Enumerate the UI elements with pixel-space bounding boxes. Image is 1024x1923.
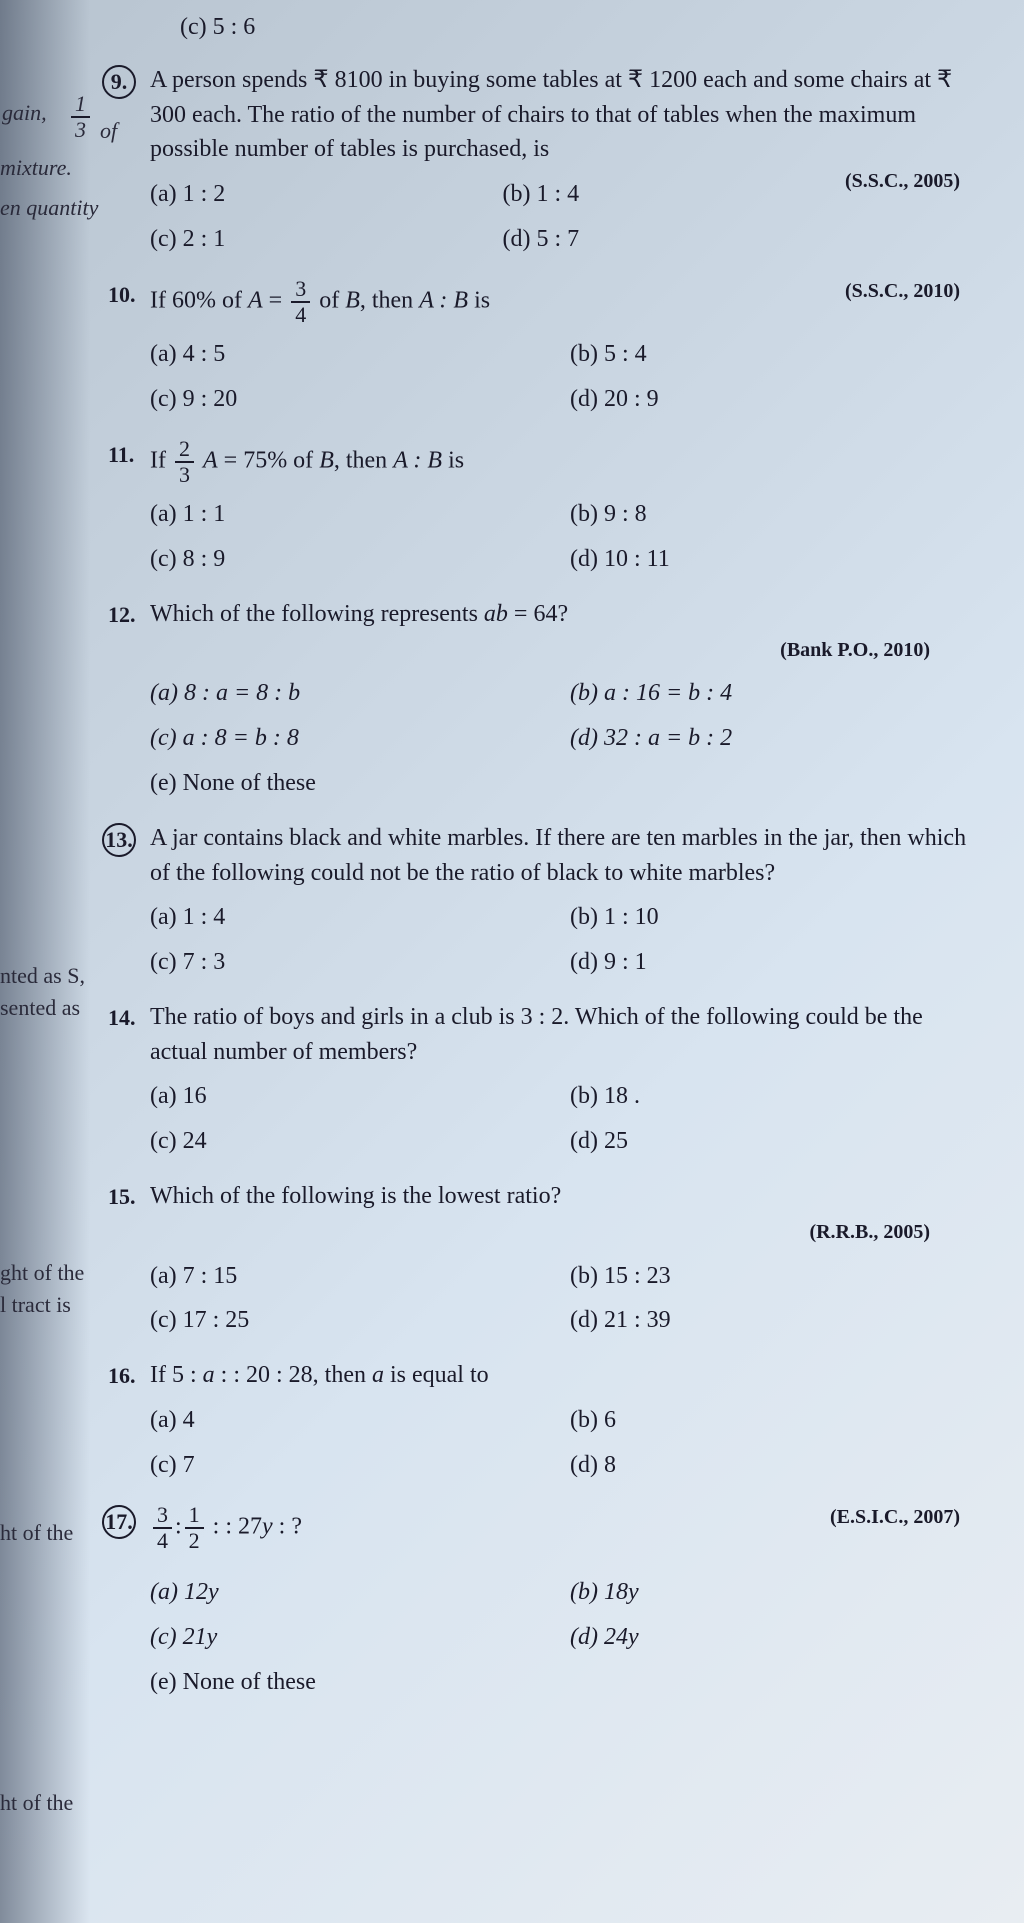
q12-options: (a) 8 : a = 8 : b (b) a : 16 = b : 4 (c)…	[150, 674, 980, 802]
question-13: 13. A jar contains black and white marbl…	[150, 821, 980, 982]
q14-text: The ratio of boys and girls in a club is…	[150, 1000, 980, 1070]
q17-text: 34:12 : : 27y : ? (E.S.I.C., 2007)	[150, 1503, 980, 1553]
q14-b: (b) 18 .	[570, 1077, 980, 1116]
qnum-9: 9.	[102, 65, 136, 99]
q11-a: (a) 1 : 1	[150, 495, 560, 534]
q15-a: (a) 7 : 15	[150, 1257, 560, 1296]
q17-d: (d) 24y	[570, 1618, 980, 1657]
margin-frac: 13	[68, 92, 93, 142]
q17-e: (e) None of these	[150, 1663, 980, 1702]
q13-options: (a) 1 : 4 (b) 1 : 10 (c) 7 : 3 (d) 9 : 1	[150, 898, 980, 982]
question-10: 10. If 60% of A = 34 of B, then A : B is…	[150, 277, 980, 419]
q17-source: (E.S.I.C., 2007)	[830, 1503, 960, 1532]
q13-b: (b) 1 : 10	[570, 898, 980, 937]
margin-nted: nted as S,	[0, 963, 85, 989]
q14-c: (c) 24	[150, 1122, 560, 1161]
q9-c: (c) 2 : 1	[150, 220, 492, 259]
margin-of: of	[100, 118, 117, 144]
qnum-16: 16.	[108, 1360, 136, 1392]
q16-c: (c) 7	[150, 1446, 560, 1485]
margin-quantity: en quantity	[0, 195, 98, 221]
q10-source: (S.S.C., 2010)	[845, 277, 960, 306]
question-12: 12. Which of the following represents ab…	[150, 597, 980, 803]
q10-b: (b) 5 : 4	[570, 335, 980, 374]
qnum-11: 11.	[108, 439, 134, 471]
q17-options: (a) 12y (b) 18y (c) 21y (d) 24y (e) None…	[150, 1573, 980, 1701]
q9-a: (a) 1 : 2	[150, 175, 492, 214]
qnum-10: 10.	[108, 279, 136, 311]
q13-c: (c) 7 : 3	[150, 943, 560, 982]
q11-options: (a) 1 : 1 (b) 9 : 8 (c) 8 : 9 (d) 10 : 1…	[150, 495, 980, 579]
q16-b: (b) 6	[570, 1401, 980, 1440]
qnum-15: 15.	[108, 1181, 136, 1213]
q11-d: (d) 10 : 11	[570, 540, 980, 579]
question-16: 16. If 5 : a : : 20 : 28, then a is equa…	[150, 1358, 980, 1484]
q12-d: (d) 32 : a = b : 2	[570, 719, 980, 758]
q11-b: (b) 9 : 8	[570, 495, 980, 534]
margin-tract: l tract is	[0, 1292, 71, 1318]
q16-a: (a) 4	[150, 1401, 560, 1440]
q14-a: (a) 16	[150, 1077, 560, 1116]
q13-text: A jar contains black and white marbles. …	[150, 821, 980, 891]
qnum-12: 12.	[108, 599, 136, 631]
q10-options: (a) 4 : 5 (b) 5 : 4 (c) 9 : 20 (d) 20 : …	[150, 335, 980, 419]
page-binding-shadow	[0, 0, 90, 1923]
q12-e: (e) None of these	[150, 764, 980, 803]
q9-options: (a) 1 : 2 (b) 1 : 4 (c) 2 : 1 (d) 5 : 7	[150, 175, 845, 259]
q12-b: (b) a : 16 = b : 4	[570, 674, 980, 713]
q12-source: (Bank P.O., 2010)	[780, 639, 930, 661]
main-content: (c) 5 : 6 9. A person spends ₹ 8100 in b…	[150, 10, 980, 1719]
q12-a: (a) 8 : a = 8 : b	[150, 674, 560, 713]
q10-c: (c) 9 : 20	[150, 380, 560, 419]
margin-mixture: mixture.	[0, 155, 72, 181]
q15-text: Which of the following is the lowest rat…	[150, 1179, 980, 1214]
q13-d: (d) 9 : 1	[570, 943, 980, 982]
question-15: 15. Which of the following is the lowest…	[150, 1179, 980, 1340]
qnum-17: 17.	[102, 1505, 136, 1539]
q16-text: If 5 : a : : 20 : 28, then a is equal to	[150, 1358, 980, 1393]
margin-sented: sented as	[0, 995, 80, 1021]
q10-d: (d) 20 : 9	[570, 380, 980, 419]
q11-c: (c) 8 : 9	[150, 540, 560, 579]
q15-options: (a) 7 : 15 (b) 15 : 23 (c) 17 : 25 (d) 2…	[150, 1257, 980, 1341]
margin-gain: gain,	[2, 100, 47, 126]
question-14: 14. The ratio of boys and girls in a clu…	[150, 1000, 980, 1161]
q12-text: Which of the following represents ab = 6…	[150, 597, 980, 632]
q12-c: (c) a : 8 = b : 8	[150, 719, 560, 758]
q17-b: (b) 18y	[570, 1573, 980, 1612]
q17-c: (c) 21y	[150, 1618, 560, 1657]
q16-d: (d) 8	[570, 1446, 980, 1485]
q17-a: (a) 12y	[150, 1573, 560, 1612]
q10-text: If 60% of A = 34 of B, then A : B is (S.…	[150, 277, 980, 327]
prev-opt-c: (c) 5 : 6	[180, 14, 255, 40]
q15-d: (d) 21 : 39	[570, 1301, 980, 1340]
q15-b: (b) 15 : 23	[570, 1257, 980, 1296]
q9-b: (b) 1 : 4	[502, 175, 845, 214]
q15-source: (R.R.B., 2005)	[809, 1221, 930, 1243]
q13-a: (a) 1 : 4	[150, 898, 560, 937]
margin-ght: ght of the	[0, 1260, 84, 1286]
q14-d: (d) 25	[570, 1122, 980, 1161]
qnum-13: 13.	[102, 823, 136, 857]
question-9: 9. A person spends ₹ 8100 in buying some…	[150, 63, 980, 259]
q16-options: (a) 4 (b) 6 (c) 7 (d) 8	[150, 1401, 980, 1485]
margin-ht1: ht of the	[0, 1520, 73, 1546]
q10-a: (a) 4 : 5	[150, 335, 560, 374]
margin-ht2: ht of the	[0, 1790, 73, 1816]
q15-c: (c) 17 : 25	[150, 1301, 560, 1340]
question-11: 11. If 23 A = 75% of B, then A : B is (a…	[150, 437, 980, 579]
q9-d: (d) 5 : 7	[502, 220, 845, 259]
question-17: 17. 34:12 : : 27y : ? (E.S.I.C., 2007) (…	[150, 1503, 980, 1702]
q11-text: If 23 A = 75% of B, then A : B is	[150, 437, 980, 487]
q9-text: A person spends ₹ 8100 in buying some ta…	[150, 63, 980, 167]
qnum-14: 14.	[108, 1002, 136, 1034]
question-prev-opt: (c) 5 : 6	[150, 10, 980, 45]
q9-source: (S.S.C., 2005)	[845, 167, 960, 196]
q14-options: (a) 16 (b) 18 . (c) 24 (d) 25	[150, 1077, 980, 1161]
